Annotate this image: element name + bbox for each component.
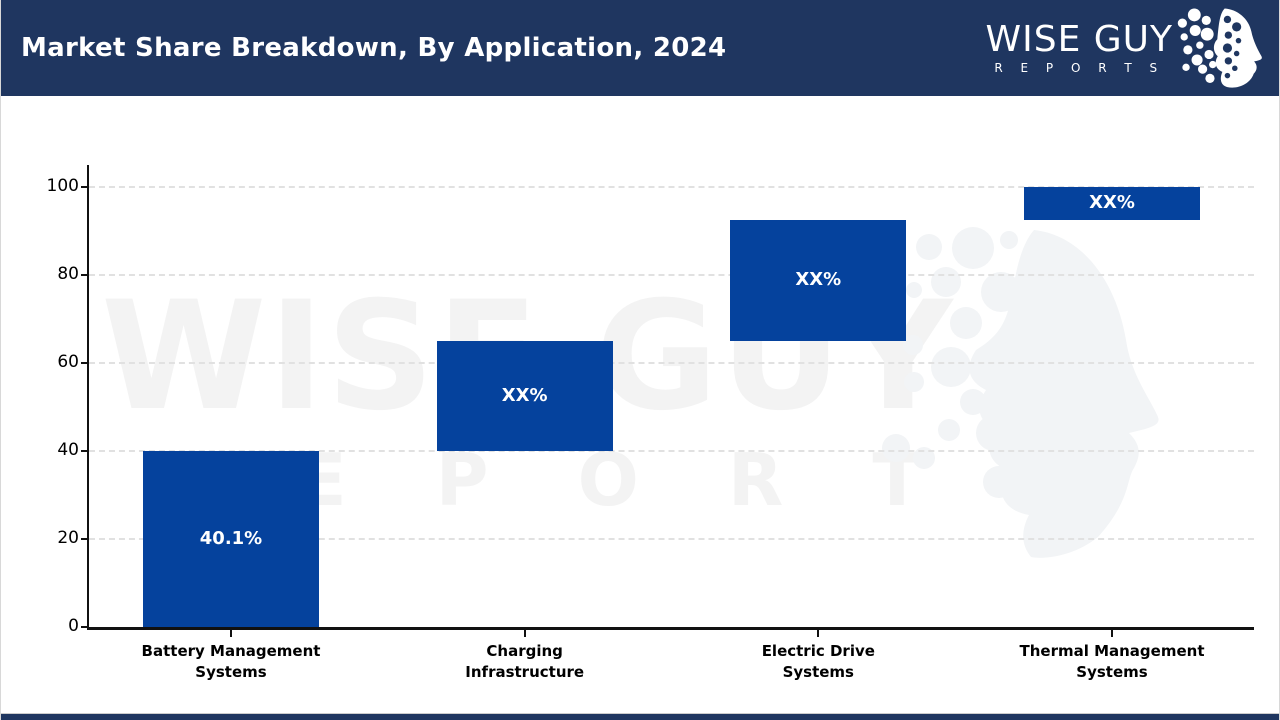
y-tick-mark xyxy=(81,362,89,364)
x-tick-mark xyxy=(230,629,232,637)
dotted-head-profile-icon xyxy=(1177,8,1262,88)
y-axis xyxy=(87,165,89,629)
watermark-head-icon xyxy=(882,227,1159,558)
brand-logo: WISE GUY R E P O R T S xyxy=(986,5,1268,91)
bar-value-label: 40.1% xyxy=(199,527,263,549)
x-category-label: Electric Drive Systems xyxy=(761,642,875,681)
gridline xyxy=(89,186,1254,188)
brand-subtitle: R E P O R T S xyxy=(994,60,1165,75)
chart-title: Market Share Breakdown, By Application, … xyxy=(21,33,727,63)
gridline xyxy=(89,450,1254,452)
chart-area: WISE GUY R E P O R T S 0 20 40 60 80 100 40.1%… xyxy=(1,96,1279,713)
y-tick-label: 0 xyxy=(68,616,79,636)
footer-divider xyxy=(1,713,1279,714)
bar-value-label: XX% xyxy=(1089,192,1135,214)
gridline xyxy=(89,274,1254,276)
x-tick-mark xyxy=(523,629,526,637)
bar: XX% xyxy=(436,340,613,451)
y-tick-label: 100 xyxy=(46,176,79,196)
bar: XX% xyxy=(730,219,907,341)
footer-bar xyxy=(1,714,1279,720)
gridline xyxy=(89,362,1254,364)
x-tick-mark xyxy=(817,629,820,637)
x-tick-mark xyxy=(1111,629,1113,637)
y-tick-label: 60 xyxy=(57,352,79,372)
gridline xyxy=(89,538,1254,540)
y-tick-mark xyxy=(81,450,89,452)
y-tick-mark xyxy=(81,274,89,276)
brand-logo-text: WISE GUY R E P O R T S xyxy=(985,18,1174,75)
y-tick-mark xyxy=(81,626,89,628)
brand-name: WISE GUY xyxy=(985,18,1173,60)
bar-value-label: XX% xyxy=(501,384,548,406)
chart-layer: 0 20 40 60 80 100 40.1% Battery Management Syst… xyxy=(1,96,1279,713)
y-tick-label: 80 xyxy=(57,264,79,284)
bar: XX% xyxy=(1024,186,1200,220)
x-category-label: Battery Management Systems xyxy=(141,642,321,681)
y-tick-label: 40 xyxy=(57,440,79,460)
y-tick-label: 20 xyxy=(57,528,79,548)
bar: 40.1% xyxy=(143,450,319,627)
y-tick-mark xyxy=(81,538,89,540)
bar-value-label: XX% xyxy=(795,269,842,291)
x-axis xyxy=(87,627,1254,630)
x-category-label: Charging Infrastructure xyxy=(465,642,585,681)
header: Market Share Breakdown, By Application, … xyxy=(1,0,1279,96)
y-tick-mark xyxy=(81,186,89,188)
x-category-label: Thermal Management Systems xyxy=(1019,642,1205,681)
